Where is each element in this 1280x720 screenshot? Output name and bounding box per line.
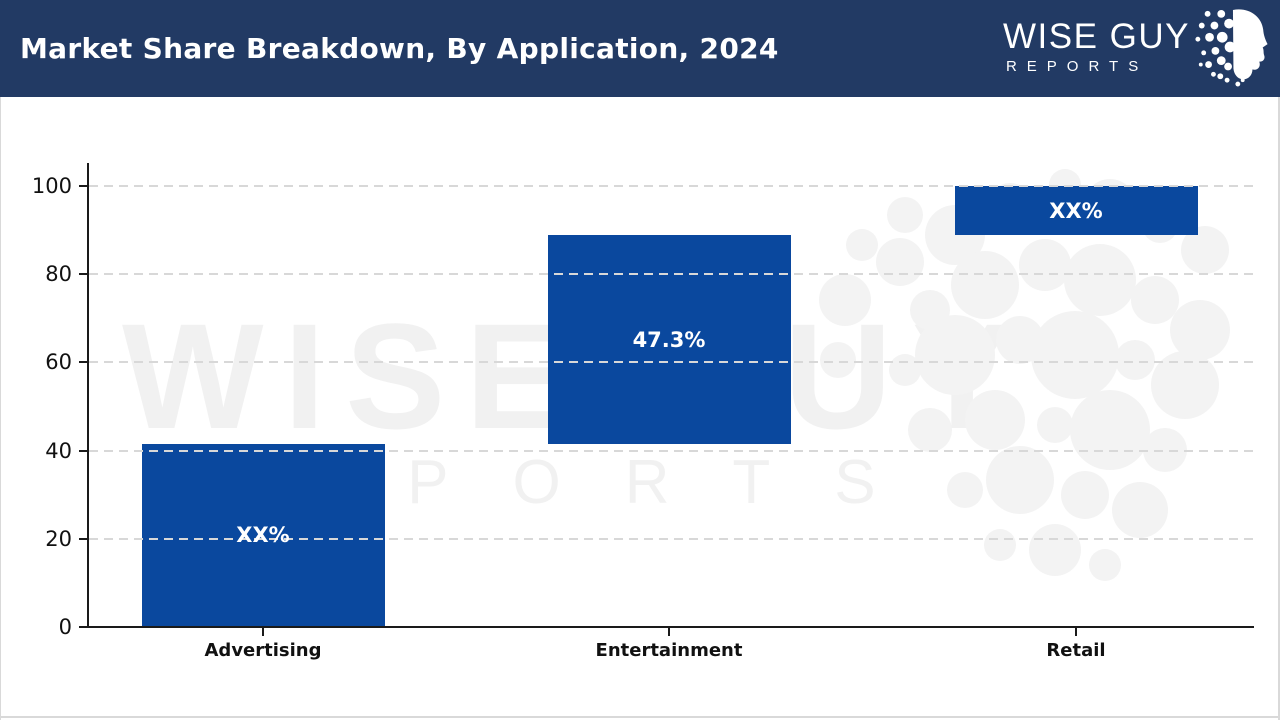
y-tick-40 [79, 449, 87, 452]
y-tick-label-0: 0 [58, 615, 72, 639]
gridline-60 [89, 361, 1253, 364]
x-category-label-advertising: Advertising [204, 640, 322, 661]
figure-border-bottom [0, 716, 1280, 718]
bar-advertising [141, 443, 385, 627]
y-tick-label-60: 60 [45, 350, 72, 375]
x-tick-entertainment [668, 628, 670, 636]
y-tick-80 [79, 273, 87, 276]
x-category-label-entertainment: Entertainment [595, 640, 743, 661]
gridline-20 [89, 537, 1253, 540]
x-axis-line [87, 626, 1254, 628]
header-band: Market Share Breakdown, By Application, … [0, 0, 1280, 97]
figure-border-right [1278, 97, 1280, 720]
y-tick-label-100: 100 [31, 174, 72, 198]
gridline-40 [89, 449, 1253, 452]
logo-text: WISE GUY REPORTS [1003, 18, 1190, 76]
x-tick-retail [1075, 628, 1077, 636]
y-tick-0 [79, 626, 87, 628]
gridline-80 [89, 273, 1253, 276]
wiseguy-logo: WISE GUY REPORTS [1003, 5, 1270, 89]
x-category-label-retail: Retail [1046, 640, 1106, 661]
chart-title: Market Share Breakdown, By Application, … [20, 32, 779, 65]
gridline-100 [89, 185, 1253, 187]
logo-wordmark: WISE GUY [1002, 17, 1190, 56]
bar-value-label-advertising: XX% [236, 523, 290, 548]
y-axis-line [87, 163, 89, 628]
bar-value-label-entertainment: 47.3% [632, 327, 706, 352]
bar-entertainment [547, 235, 791, 444]
y-tick-label-80: 80 [45, 262, 72, 287]
logo-subtext: REPORTS [1005, 58, 1149, 75]
bar-value-label-retail: XX% [1049, 198, 1103, 223]
y-tick-label-20: 20 [45, 526, 72, 551]
y-tick-60 [79, 361, 87, 364]
x-tick-advertising [262, 628, 264, 636]
y-tick-100 [79, 185, 87, 187]
figure-border-left [0, 97, 1, 720]
logo-face-icon [1195, 9, 1268, 87]
y-tick-label-40: 40 [45, 438, 72, 463]
y-tick-20 [79, 537, 87, 540]
